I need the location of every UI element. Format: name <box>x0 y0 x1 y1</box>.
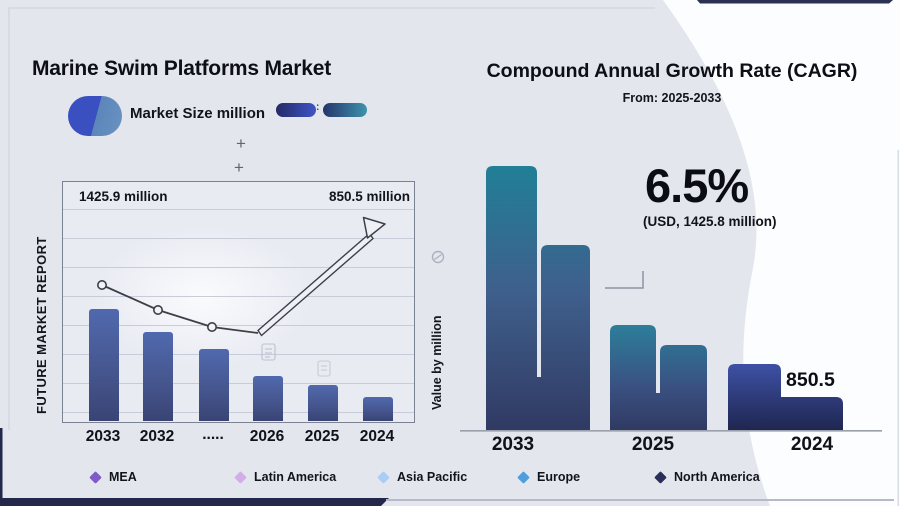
annotation-right-value: 850.5 million <box>328 189 410 204</box>
legend-item-north-america: North America <box>654 470 760 484</box>
annotation-left-value: 1425.9 million <box>79 189 168 204</box>
elbow-callout-line <box>605 271 644 289</box>
right-x-label-2025: 2025 <box>631 434 675 455</box>
right-panel-title: Compound Annual Growth Rate (CAGR) <box>486 60 858 82</box>
x-label-2026: 2026 <box>249 428 285 445</box>
capsule-logo-icon <box>68 96 122 136</box>
cagr-value: 6.5% <box>645 159 749 212</box>
x-label-2024: 2024 <box>359 428 395 445</box>
legend-label: Europe <box>537 470 581 484</box>
market-size-label: Market Size million <box>130 105 266 122</box>
slash-circle-icon <box>431 250 445 264</box>
right-edge-line <box>897 150 899 506</box>
legend-label: North America <box>674 470 760 484</box>
bar-2026 <box>253 376 283 421</box>
right-x-label-2033: 2033 <box>491 434 535 455</box>
legend-marker-north-america <box>654 470 667 484</box>
legend-item-asia-pacific: Asia Pacific <box>377 470 468 484</box>
gridline <box>63 238 414 239</box>
plot-highlight-blob <box>93 227 313 367</box>
gridline <box>63 354 414 355</box>
future-market-report-watermark: FUTURE MARKET REPORT <box>34 236 49 414</box>
legend-item-latin-america: Latin America <box>234 470 337 484</box>
ratio-pill-right-icon <box>323 103 367 117</box>
legend-label: Asia Pacific <box>397 470 468 484</box>
legend-item-europe: Europe <box>517 470 581 484</box>
left-chart-plot-area: 1425.9 million 850.5 million <box>62 181 415 423</box>
legend-marker-latin-america <box>234 470 247 484</box>
x-label-2032: 2032 <box>139 428 175 445</box>
gridline <box>63 412 414 413</box>
plus-mark-top: + <box>236 134 246 153</box>
bar-2025 <box>308 385 338 421</box>
gridline <box>63 296 414 297</box>
legend-label: MEA <box>109 470 137 484</box>
bottom-gray-line <box>386 499 894 501</box>
left-panel-title: Marine Swim Platforms Market <box>32 57 331 80</box>
plus-mark-bottom: + <box>234 158 244 177</box>
gridline <box>63 267 414 268</box>
ratio-pill-left-icon <box>276 103 316 117</box>
bar-dots <box>199 349 229 421</box>
bar-2033 <box>89 309 119 421</box>
bar-value-850: 850.5 <box>786 369 835 391</box>
bottom-left-navy-strip <box>0 498 389 506</box>
right-panel-subtitle: From: 2025-2033 <box>622 91 722 105</box>
right-x-label-2024: 2024 <box>790 434 834 455</box>
x-label-2033: 2033 <box>85 428 121 445</box>
bar-2032 <box>143 332 173 421</box>
x-label-2025: 2025 <box>304 428 340 445</box>
bar-2024 <box>363 397 393 421</box>
cagr-detail: (USD, 1425.8 million) <box>643 214 777 229</box>
frame-lines <box>8 7 655 430</box>
gridline <box>63 383 414 384</box>
legend-marker-asia-pacific <box>377 470 390 484</box>
gridline <box>63 209 414 210</box>
top-right-navy-strip <box>697 0 893 4</box>
ratio-separator: : <box>316 102 320 113</box>
right-y-axis-label: Value by million <box>430 315 444 410</box>
x-label-dots: ..... <box>202 426 224 443</box>
legend-label: Latin America <box>254 470 337 484</box>
legend-marker-europe <box>517 470 530 484</box>
legend-marker-mea <box>89 470 102 484</box>
left-edge-strip <box>0 428 3 506</box>
legend-item-mea: MEA <box>89 470 137 484</box>
